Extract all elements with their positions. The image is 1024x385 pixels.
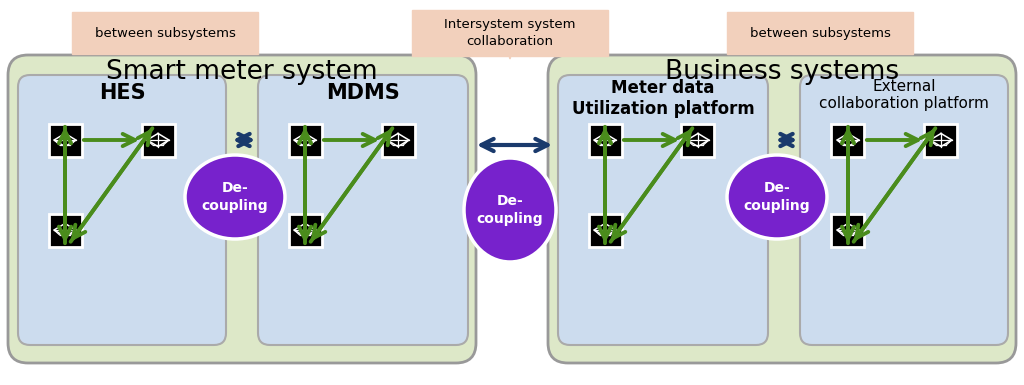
FancyBboxPatch shape [831,214,864,246]
FancyBboxPatch shape [289,124,322,156]
FancyBboxPatch shape [48,214,82,246]
Text: De-
coupling: De- coupling [202,181,268,213]
Text: External
collaboration platform: External collaboration platform [819,79,989,111]
FancyBboxPatch shape [18,75,226,345]
Text: Smart meter system: Smart meter system [106,59,378,85]
FancyBboxPatch shape [8,55,476,363]
Text: Business systems: Business systems [665,59,899,85]
Polygon shape [496,12,524,59]
Polygon shape [806,14,834,52]
Text: between subsystems: between subsystems [94,27,236,40]
FancyBboxPatch shape [558,75,768,345]
Text: MDMS: MDMS [326,83,400,103]
FancyBboxPatch shape [289,214,322,246]
FancyBboxPatch shape [831,124,864,156]
FancyBboxPatch shape [925,124,957,156]
Text: HES: HES [98,83,145,103]
FancyBboxPatch shape [800,75,1008,345]
Ellipse shape [727,155,827,239]
Text: De-
coupling: De- coupling [477,194,544,226]
Text: Intersystem system
collaboration: Intersystem system collaboration [444,18,575,48]
Ellipse shape [185,155,285,239]
Text: between subsystems: between subsystems [750,27,891,40]
FancyBboxPatch shape [682,124,715,156]
FancyBboxPatch shape [727,12,913,54]
Text: De-
coupling: De- coupling [743,181,810,213]
FancyBboxPatch shape [412,10,608,56]
FancyBboxPatch shape [589,214,622,246]
FancyBboxPatch shape [72,12,258,54]
FancyBboxPatch shape [258,75,468,345]
FancyBboxPatch shape [141,124,174,156]
FancyBboxPatch shape [548,55,1016,363]
FancyBboxPatch shape [382,124,415,156]
FancyBboxPatch shape [48,124,82,156]
FancyBboxPatch shape [589,124,622,156]
Text: Meter data
Utilization platform: Meter data Utilization platform [571,79,755,118]
Polygon shape [151,14,179,52]
Ellipse shape [464,158,556,262]
